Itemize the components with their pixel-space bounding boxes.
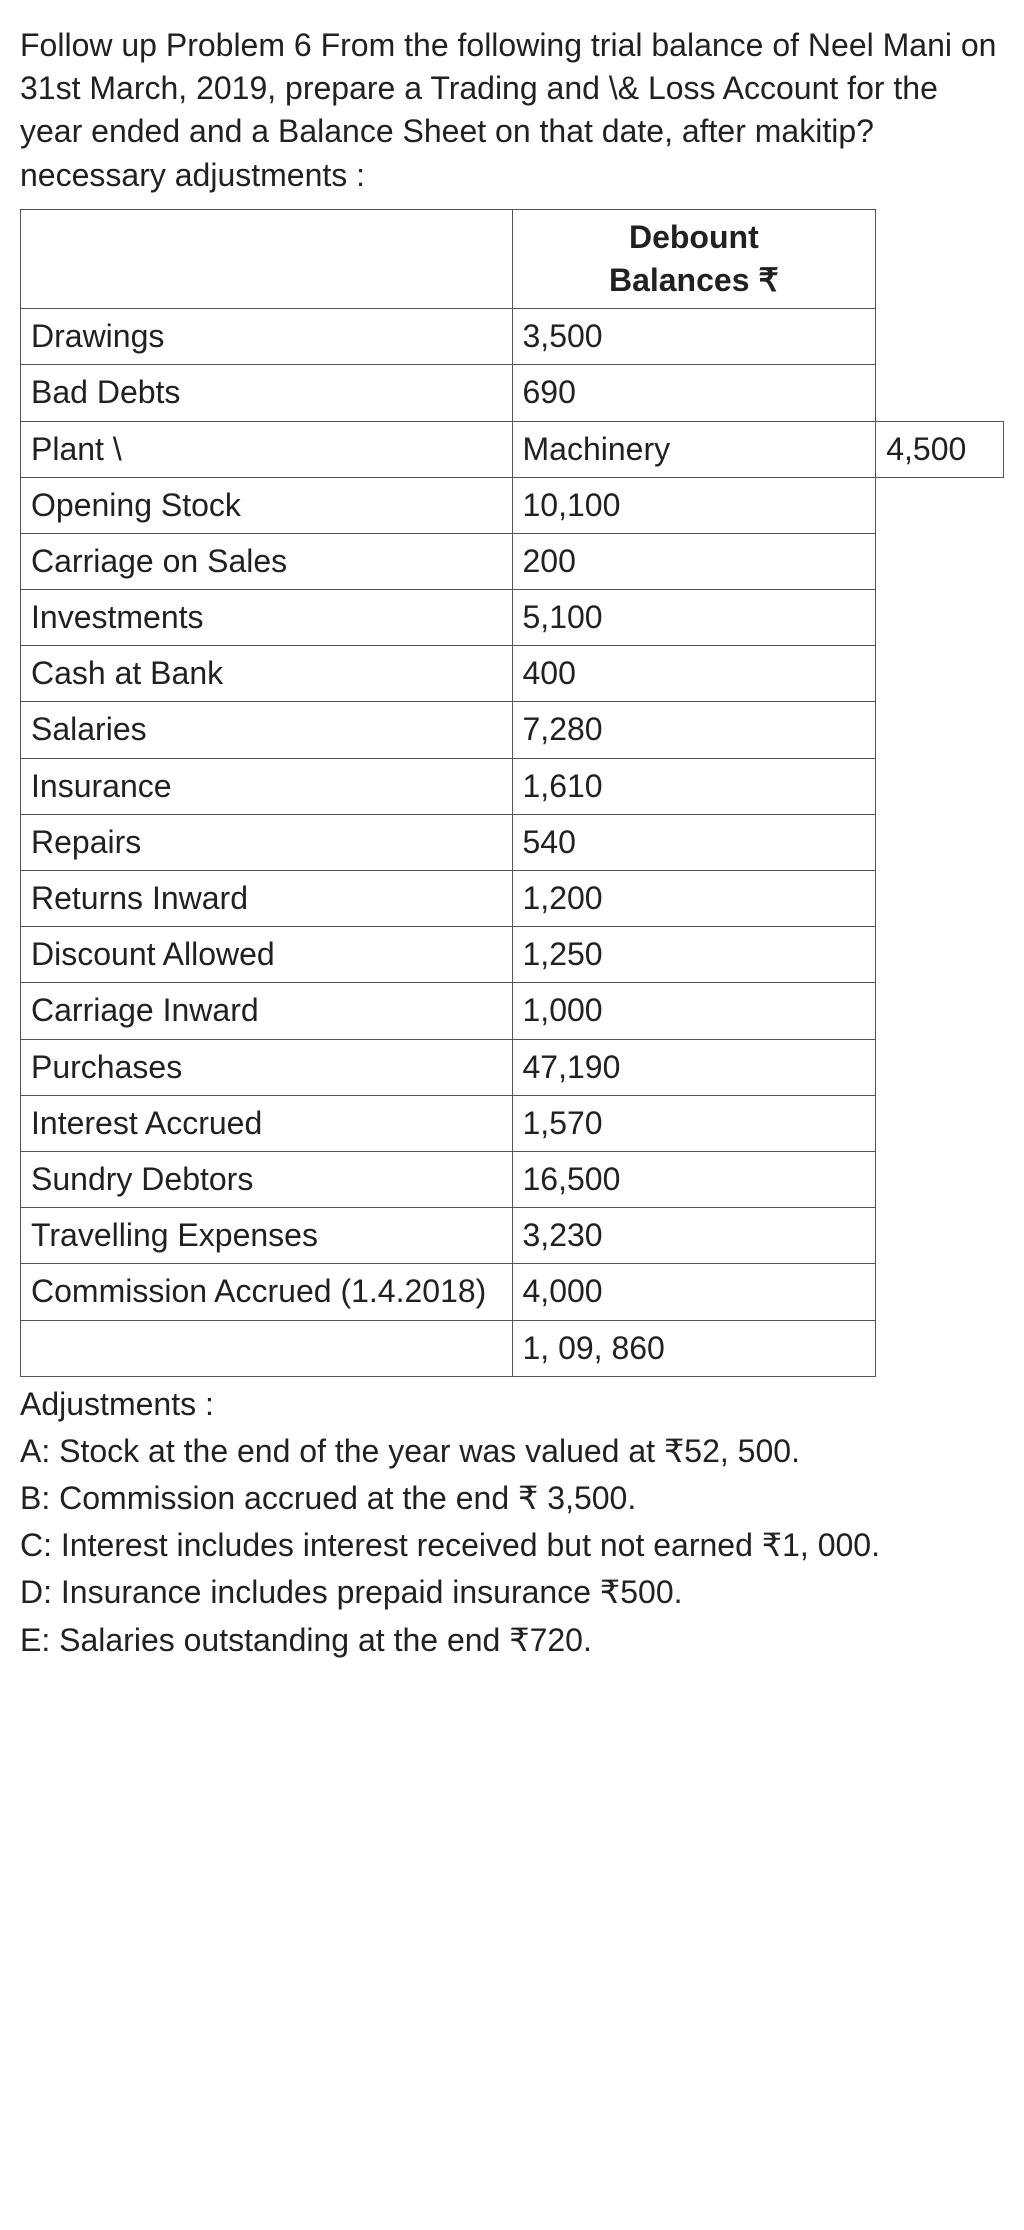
row-outside bbox=[876, 1264, 1004, 1320]
table-row: Returns Inward1,200 bbox=[21, 871, 1004, 927]
row-label: Commission Accrued (1.4.2018) bbox=[21, 1264, 513, 1320]
row-outside bbox=[876, 1095, 1004, 1151]
table-row: Drawings3,500 bbox=[21, 309, 1004, 365]
row-value: 7,280 bbox=[512, 702, 876, 758]
adjustments-heading: Adjustments : bbox=[20, 1383, 1004, 1426]
table-row: Bad Debts690 bbox=[21, 365, 1004, 421]
header-line2: Balances ₹ bbox=[609, 262, 779, 298]
row-value: 400 bbox=[512, 646, 876, 702]
row-value: 5,100 bbox=[512, 590, 876, 646]
adjustment-item: E: Salaries outstanding at the end ₹720. bbox=[20, 1619, 1004, 1662]
row-value: 1,610 bbox=[512, 758, 876, 814]
row-value: 3,230 bbox=[512, 1208, 876, 1264]
row-value: 1,570 bbox=[512, 1095, 876, 1151]
table-row: Discount Allowed1,250 bbox=[21, 927, 1004, 983]
row-value: 540 bbox=[512, 814, 876, 870]
total-blank bbox=[21, 1320, 513, 1376]
row-outside bbox=[876, 365, 1004, 421]
table-row: Investments5,100 bbox=[21, 590, 1004, 646]
table-row: Insurance1,610 bbox=[21, 758, 1004, 814]
row-label: Returns Inward bbox=[21, 871, 513, 927]
row-label: Purchases bbox=[21, 1039, 513, 1095]
problem-intro: Follow up Problem 6 From the following t… bbox=[20, 24, 1004, 197]
row-value: 1,200 bbox=[512, 871, 876, 927]
row-label: Drawings bbox=[21, 309, 513, 365]
row-value: Machinery bbox=[512, 421, 876, 477]
row-value: 1,250 bbox=[512, 927, 876, 983]
row-value: 690 bbox=[512, 365, 876, 421]
table-row: Repairs540 bbox=[21, 814, 1004, 870]
total-value: 1, 09, 860 bbox=[512, 1320, 876, 1376]
row-value: 47,190 bbox=[512, 1039, 876, 1095]
table-row: Salaries7,280 bbox=[21, 702, 1004, 758]
row-outside bbox=[876, 477, 1004, 533]
row-outside: 4,500 bbox=[876, 421, 1004, 477]
header-outside-blank bbox=[876, 209, 1004, 308]
row-outside bbox=[876, 646, 1004, 702]
row-value: 16,500 bbox=[512, 1151, 876, 1207]
row-value: 3,500 bbox=[512, 309, 876, 365]
table-row: Carriage on Sales200 bbox=[21, 533, 1004, 589]
row-outside bbox=[876, 533, 1004, 589]
row-label: Travelling Expenses bbox=[21, 1208, 513, 1264]
adjustments-section: Adjustments : A: Stock at the end of the… bbox=[20, 1383, 1004, 1662]
table-row: Opening Stock10,100 bbox=[21, 477, 1004, 533]
row-label: Sundry Debtors bbox=[21, 1151, 513, 1207]
table-row: Purchases47,190 bbox=[21, 1039, 1004, 1095]
row-label: Investments bbox=[21, 590, 513, 646]
row-label: Cash at Bank bbox=[21, 646, 513, 702]
total-outside-blank bbox=[876, 1320, 1004, 1376]
row-label: Carriage on Sales bbox=[21, 533, 513, 589]
row-outside bbox=[876, 702, 1004, 758]
table-row: Interest Accrued1,570 bbox=[21, 1095, 1004, 1151]
row-label: Insurance bbox=[21, 758, 513, 814]
row-outside bbox=[876, 1039, 1004, 1095]
row-value: 200 bbox=[512, 533, 876, 589]
table-row: Travelling Expenses3,230 bbox=[21, 1208, 1004, 1264]
row-outside bbox=[876, 871, 1004, 927]
trial-balance-table: Debount Balances ₹ Drawings3,500Bad Debt… bbox=[20, 209, 1004, 1377]
adjustment-item: C: Interest includes interest received b… bbox=[20, 1524, 1004, 1567]
row-label: Interest Accrued bbox=[21, 1095, 513, 1151]
table-row: Plant \Machinery4,500 bbox=[21, 421, 1004, 477]
row-outside bbox=[876, 814, 1004, 870]
row-outside bbox=[876, 927, 1004, 983]
adjustment-item: D: Insurance includes prepaid insurance … bbox=[20, 1571, 1004, 1614]
row-value: 1,000 bbox=[512, 983, 876, 1039]
table-row: Commission Accrued (1.4.2018)4,000 bbox=[21, 1264, 1004, 1320]
row-label: Plant \ bbox=[21, 421, 513, 477]
header-balances: Debount Balances ₹ bbox=[512, 209, 876, 308]
row-outside bbox=[876, 590, 1004, 646]
table-row: Sundry Debtors16,500 bbox=[21, 1151, 1004, 1207]
table-total-row: 1, 09, 860 bbox=[21, 1320, 1004, 1376]
row-value: 10,100 bbox=[512, 477, 876, 533]
adjustment-item: A: Stock at the end of the year was valu… bbox=[20, 1430, 1004, 1473]
row-value: 4,000 bbox=[512, 1264, 876, 1320]
row-label: Bad Debts bbox=[21, 365, 513, 421]
row-outside bbox=[876, 758, 1004, 814]
header-line1: Debount bbox=[629, 219, 759, 255]
table-row: Cash at Bank400 bbox=[21, 646, 1004, 702]
row-label: Repairs bbox=[21, 814, 513, 870]
header-blank bbox=[21, 209, 513, 308]
row-label: Salaries bbox=[21, 702, 513, 758]
table-row: Carriage Inward1,000 bbox=[21, 983, 1004, 1039]
row-outside bbox=[876, 1208, 1004, 1264]
row-label: Opening Stock bbox=[21, 477, 513, 533]
adjustment-item: B: Commission accrued at the end ₹ 3,500… bbox=[20, 1477, 1004, 1520]
row-label: Carriage Inward bbox=[21, 983, 513, 1039]
row-label: Discount Allowed bbox=[21, 927, 513, 983]
row-outside bbox=[876, 1151, 1004, 1207]
row-outside bbox=[876, 983, 1004, 1039]
table-header-row: Debount Balances ₹ bbox=[21, 209, 1004, 308]
row-outside bbox=[876, 309, 1004, 365]
